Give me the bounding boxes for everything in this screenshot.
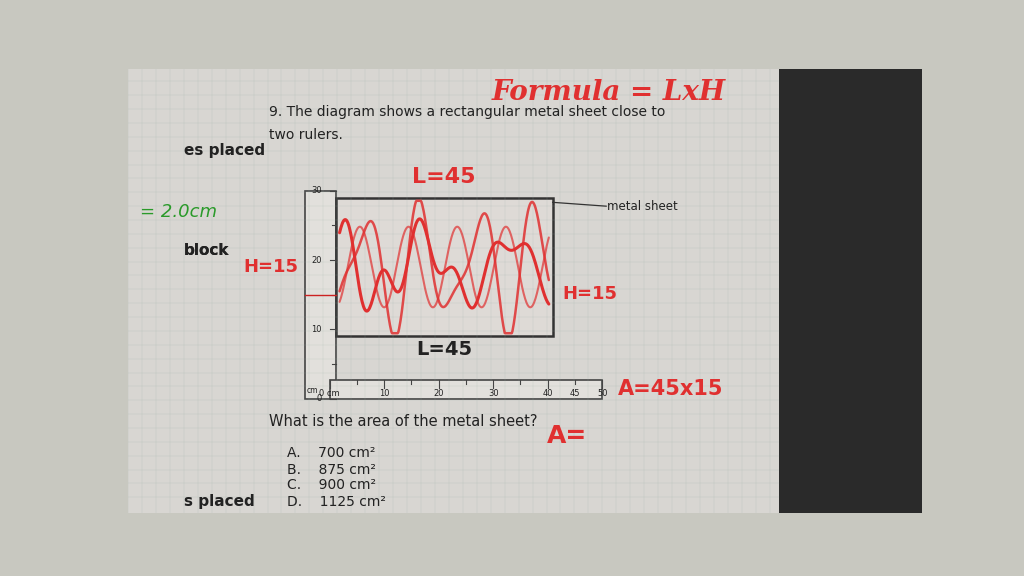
Text: Formula = LxH: Formula = LxH	[492, 79, 726, 107]
Text: metal sheet: metal sheet	[607, 200, 678, 213]
Text: 50: 50	[597, 389, 607, 399]
Text: 10: 10	[379, 389, 389, 399]
Text: 40: 40	[543, 389, 553, 399]
Text: es placed: es placed	[183, 143, 265, 158]
Text: 0 cm: 0 cm	[319, 389, 340, 399]
Text: L=45: L=45	[416, 340, 472, 359]
Bar	[779, 69, 922, 513]
Text: A=45x15: A=45x15	[617, 380, 723, 399]
Text: 20: 20	[311, 256, 322, 264]
Text: H=15: H=15	[244, 258, 299, 276]
Text: 0: 0	[316, 394, 322, 403]
Text: What is the area of the metal sheet?: What is the area of the metal sheet?	[269, 414, 538, 429]
Bar	[330, 380, 602, 399]
Bar	[128, 69, 779, 513]
Text: cm: cm	[306, 386, 317, 396]
Text: D.    1125 cm²: D. 1125 cm²	[287, 495, 386, 509]
Text: 30: 30	[487, 389, 499, 399]
Bar	[336, 199, 553, 336]
Text: L=45: L=45	[413, 167, 476, 187]
Text: 9. The diagram shows a rectangular metal sheet close to
two rulers.: 9. The diagram shows a rectangular metal…	[269, 105, 666, 142]
Text: 30: 30	[311, 186, 322, 195]
Text: H=15: H=15	[562, 286, 617, 304]
Text: s placed: s placed	[183, 494, 255, 509]
Text: 10: 10	[311, 325, 322, 334]
Text: 20: 20	[433, 389, 443, 399]
Text: = 2.0cm: = 2.0cm	[139, 203, 217, 221]
Text: block: block	[183, 243, 229, 259]
Text: A=: A=	[547, 423, 587, 448]
Text: B.    875 cm²: B. 875 cm²	[287, 463, 376, 476]
Text: C.    900 cm²: C. 900 cm²	[287, 478, 376, 492]
Text: 45: 45	[569, 389, 581, 399]
Bar	[305, 191, 336, 399]
Text: block: block	[183, 243, 229, 259]
Text: A.    700 cm²: A. 700 cm²	[287, 446, 375, 460]
